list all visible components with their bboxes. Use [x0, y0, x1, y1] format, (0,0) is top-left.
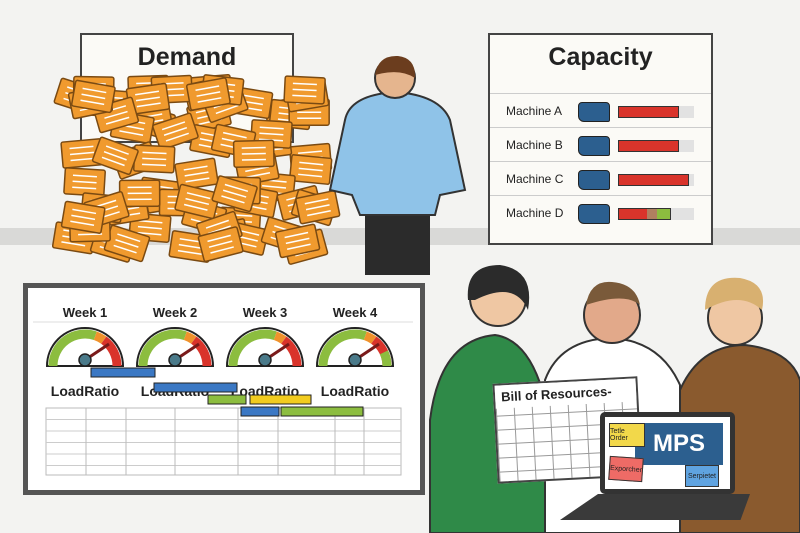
machine-label: Machine B — [506, 138, 563, 152]
demand-card — [60, 200, 106, 234]
demand-card — [103, 224, 151, 263]
gantt-chart — [45, 367, 402, 476]
demand-card — [133, 144, 176, 174]
machine-row: Machine A — [490, 93, 711, 128]
capacity-bar — [618, 140, 694, 152]
demand-card — [152, 112, 199, 151]
machine-row: Machine D — [490, 195, 711, 230]
machine-row: Machine B — [490, 127, 711, 162]
demand-card — [118, 179, 161, 208]
capacity-board: Capacity Machine A Machine B Machine C M… — [488, 33, 713, 245]
demand-card — [70, 79, 116, 114]
note-yellow: Tetle Order — [609, 423, 645, 447]
week-label: Week 1 — [62, 305, 108, 320]
note-red: Exporcher — [608, 455, 644, 483]
machine-icon — [578, 136, 610, 156]
demand-card — [274, 223, 321, 259]
machine-label: Machine D — [506, 206, 564, 220]
demand-card — [295, 190, 341, 225]
demand-card — [197, 226, 244, 263]
gantt-bar — [249, 394, 312, 405]
demand-card — [91, 136, 139, 176]
machine-label: Machine C — [506, 172, 564, 186]
machine-icon — [578, 170, 610, 190]
person-standing — [328, 55, 467, 275]
demand-card — [232, 139, 275, 168]
capacity-bar — [618, 174, 694, 186]
machine-label: Machine A — [506, 104, 563, 118]
demand-card — [174, 157, 219, 191]
demand-card — [83, 191, 130, 229]
demand-title: Demand — [137, 43, 237, 71]
demand-card — [288, 154, 333, 185]
capacity-bar-fill — [618, 106, 679, 118]
gantt-bar — [90, 367, 156, 378]
machine-row: Machine C — [490, 161, 711, 196]
capacity-bar — [618, 106, 694, 118]
demand-card — [125, 82, 171, 116]
demand-card — [174, 183, 221, 220]
load-gauge — [45, 327, 125, 367]
capacity-bar-fill — [618, 174, 689, 186]
capacity-bar-fill — [618, 208, 672, 220]
capacity-bar — [618, 208, 694, 220]
demand-card — [283, 75, 326, 105]
laptop: MPS Tetle Order Exporcher Serpietet — [600, 412, 735, 494]
gantt-bar — [153, 382, 238, 393]
demand-card — [63, 167, 106, 197]
gantt-bar — [280, 406, 364, 417]
demand-card — [185, 77, 231, 111]
gauge-label: LoadRatio — [320, 383, 390, 399]
week-label: Week 4 — [332, 305, 378, 320]
laptop-keyboard — [560, 494, 750, 520]
mps-panel: MPS — [635, 423, 723, 465]
note-blue: Serpietet — [685, 465, 719, 487]
machine-icon — [578, 102, 610, 122]
load-gauge — [135, 327, 215, 367]
bill-of-resources-title: Bill of Resources- — [494, 378, 637, 409]
gantt-bar — [240, 406, 280, 417]
load-gauge — [315, 327, 395, 367]
week-label: Week 3 — [242, 305, 288, 320]
capacity-bar-fill — [618, 140, 679, 152]
gauge-label: LoadRatio — [50, 383, 120, 399]
gantt-bar — [207, 394, 247, 405]
laptop-screen: MPS Tetle Order Exporcher Serpietet — [605, 417, 730, 489]
gauges-and-gantt — [33, 321, 413, 476]
demand-card — [211, 175, 258, 213]
capacity-title: Capacity — [548, 43, 653, 71]
load-gauge — [225, 327, 305, 367]
demand-card-pile — [51, 74, 341, 265]
machine-icon — [578, 204, 610, 224]
week-label: Week 2 — [152, 305, 198, 320]
